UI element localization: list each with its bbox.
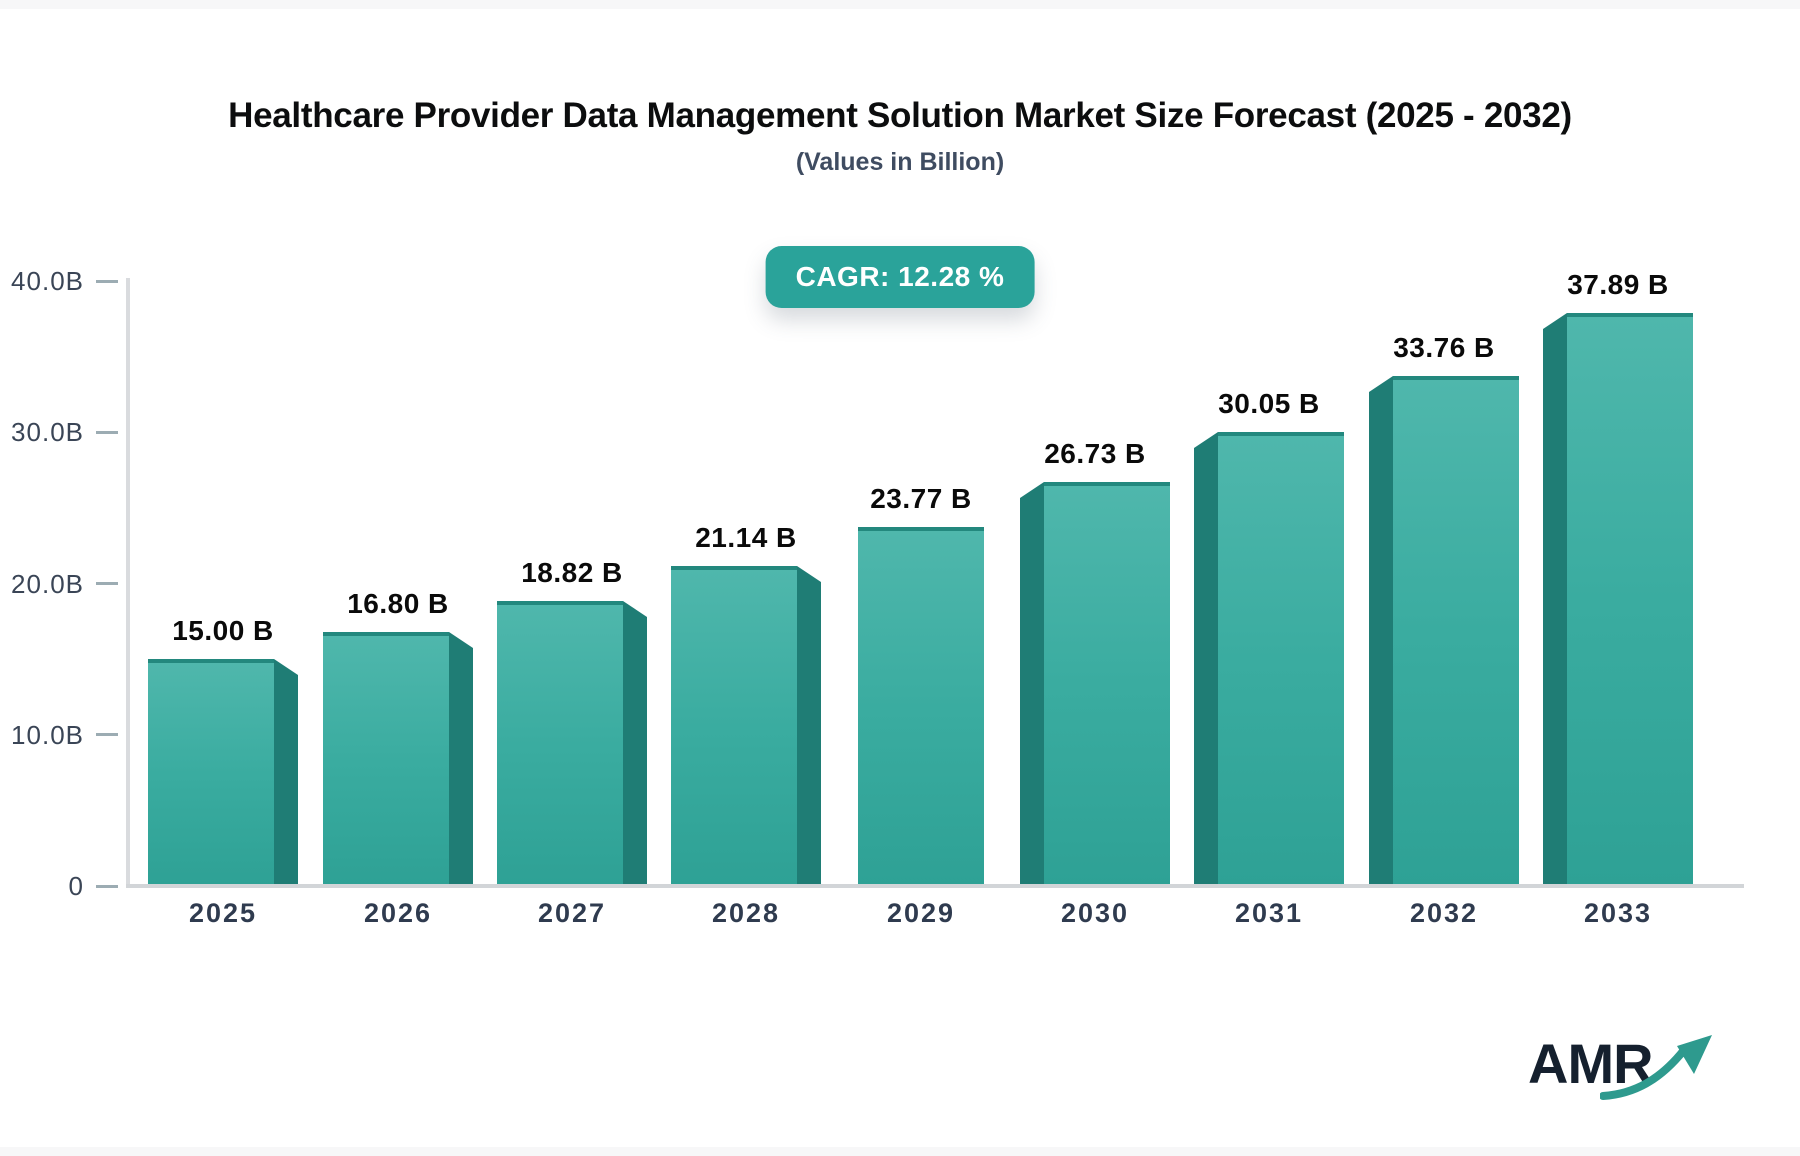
bar-face: [1218, 432, 1344, 886]
x-axis-label-2031: 2031: [1234, 898, 1304, 928]
x-axis-label-2025: 2025: [188, 898, 258, 928]
amr-logo-text: AMR: [1528, 1032, 1654, 1095]
y-axis-tick-mark: [96, 733, 118, 737]
bar-face: [1044, 482, 1170, 886]
y-axis-tick-label: 0: [68, 871, 84, 901]
bar-side-shadow: [1369, 376, 1393, 886]
y-axis-tick-label: 40.0B: [11, 266, 84, 297]
bar-value-label: 33.76 B: [1393, 332, 1495, 363]
x-axis-label-2032: 2032: [1409, 898, 1479, 928]
bar-side-shadow: [1020, 482, 1044, 886]
x-axis-label-2029: 2029: [886, 898, 956, 928]
bar-face: [1393, 376, 1519, 886]
amr-logo: AMR: [1528, 1028, 1728, 1118]
bar-side-shadow: [1543, 313, 1567, 886]
bar-side-shadow: [797, 566, 821, 886]
y-axis-tick-mark: [96, 582, 118, 586]
y-axis-tick-mark: [96, 430, 118, 434]
bar-2027: [497, 601, 647, 886]
bar-value-label: 37.89 B: [1567, 269, 1669, 300]
bar-value-label: 15.00 B: [172, 615, 274, 646]
growth-arrow-icon: [1600, 1035, 1712, 1100]
bar-2032: [1369, 376, 1519, 886]
page-edge-bottom: [0, 1147, 1800, 1156]
bar-2031: [1194, 432, 1344, 886]
bar-2030: [1020, 482, 1170, 886]
chart-title: Healthcare Provider Data Management Solu…: [228, 96, 1572, 135]
bar-side-shadow: [274, 659, 298, 886]
chart-subtitle: (Values in Billion): [795, 148, 1005, 176]
y-axis-tick-mark: [96, 279, 118, 283]
bar-side-shadow: [1194, 432, 1218, 886]
bar-2026: [323, 632, 473, 886]
bar-value-label: 26.73 B: [1044, 438, 1146, 469]
bar-value-label: 21.14 B: [695, 522, 797, 553]
bar-face: [671, 566, 797, 886]
bar-face: [858, 527, 984, 886]
x-axis-label-2028: 2028: [711, 898, 781, 928]
bar-2033: [1543, 313, 1693, 886]
x-axis-label-2033: 2033: [1583, 898, 1653, 928]
bar-value-label: 18.82 B: [521, 557, 623, 588]
bar-face: [1567, 313, 1693, 886]
y-axis-tick-mark: [96, 884, 118, 888]
bar-side-shadow: [623, 601, 647, 886]
x-axis-label-2026: 2026: [363, 898, 433, 928]
bar-value-label: 16.80 B: [347, 588, 449, 619]
y-axis-tick-label: 20.0B: [11, 568, 84, 599]
x-axis-label-2027: 2027: [537, 898, 607, 928]
y-axis-tick-label: 10.0B: [11, 719, 84, 750]
x-axis-label-2030: 2030: [1060, 898, 1130, 928]
bar-face: [148, 659, 274, 886]
bar-2025: [148, 659, 298, 886]
bar-2028: [671, 566, 821, 886]
bar-value-label: 30.05 B: [1218, 388, 1320, 419]
y-axis-line: [126, 278, 130, 888]
bar-value-label: 23.77 B: [870, 483, 972, 514]
bar-face: [323, 632, 449, 886]
bar-side-shadow: [449, 632, 473, 886]
page-edge-top: [0, 0, 1800, 9]
x-axis-line: [126, 884, 1744, 888]
bar-face: [497, 601, 623, 886]
bar-2029: [858, 527, 984, 886]
y-axis-tick-label: 30.0B: [11, 417, 84, 448]
cagr-badge: CAGR: 12.28 %: [765, 246, 1035, 308]
